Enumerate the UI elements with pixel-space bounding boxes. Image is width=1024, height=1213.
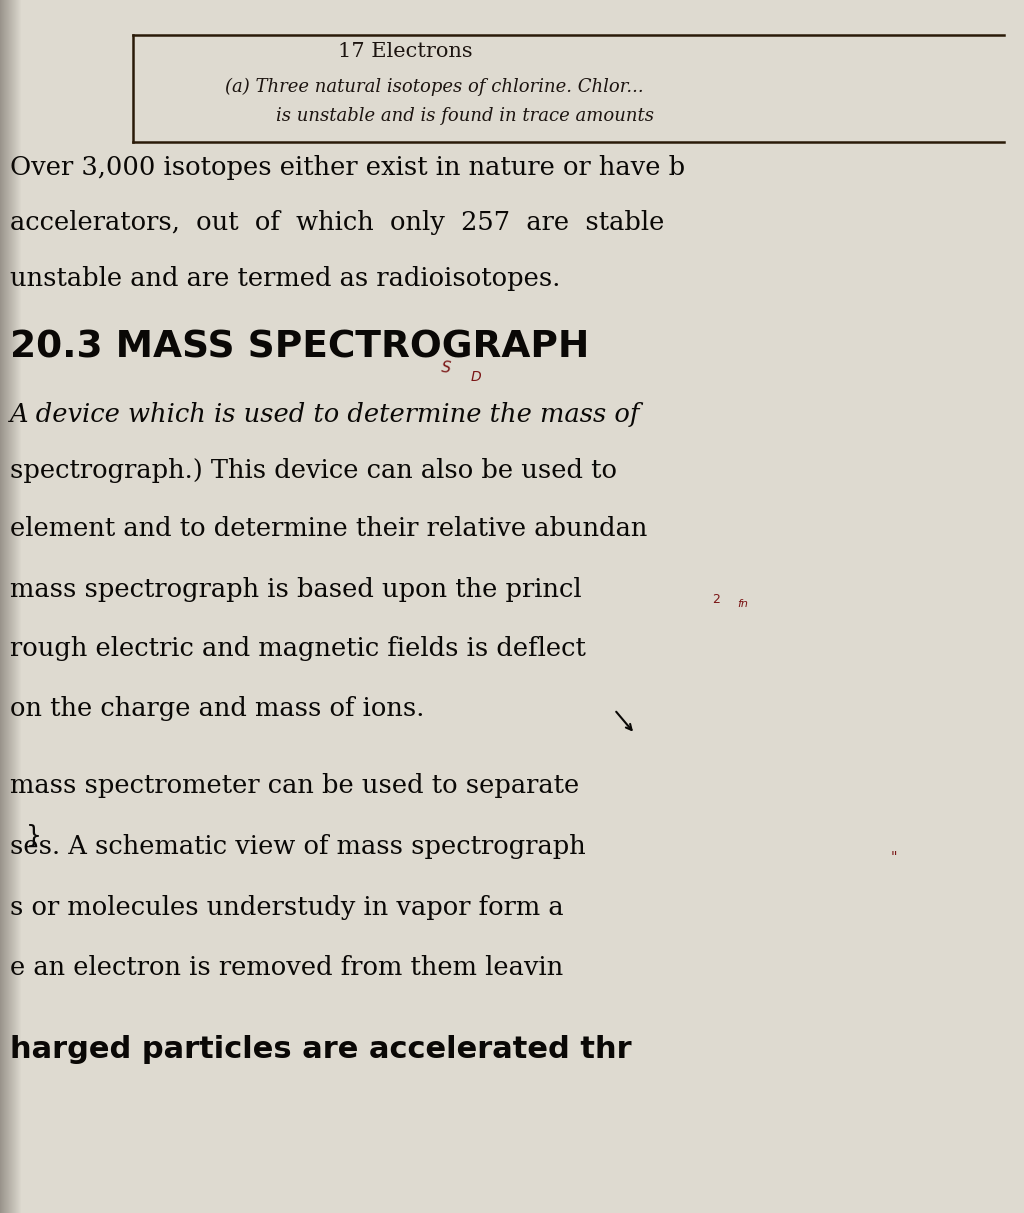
- Text: mass spectrograph is based upon the princl: mass spectrograph is based upon the prin…: [10, 577, 582, 602]
- Text: rough electric and magnetic fields is deflect: rough electric and magnetic fields is de…: [10, 637, 586, 661]
- Text: on the charge and mass of ions.: on the charge and mass of ions.: [10, 696, 425, 721]
- Text: Over 3,000 isotopes either exist in nature or have b: Over 3,000 isotopes either exist in natu…: [10, 155, 685, 180]
- Text: 20.3 MASS SPECTROGRAPH: 20.3 MASS SPECTROGRAPH: [10, 330, 590, 366]
- Text: 17 Electrons: 17 Electrons: [338, 42, 472, 61]
- Text: spectrograph.) This device can also be used to: spectrograph.) This device can also be u…: [10, 459, 617, 483]
- Text: element and to determine their relative abundan: element and to determine their relative …: [10, 517, 647, 541]
- Text: ": ": [891, 850, 897, 864]
- Text: is unstable and is found in trace amounts: is unstable and is found in trace amount…: [276, 107, 654, 125]
- Text: (a) Three natural isotopes of chlorine. Chlor...: (a) Three natural isotopes of chlorine. …: [225, 78, 644, 96]
- Text: A device which is used to determine the mass of: A device which is used to determine the …: [10, 403, 641, 427]
- Text: ses. A schematic view of mass spectrograph: ses. A schematic view of mass spectrogra…: [10, 835, 586, 859]
- Text: e an electron is removed from them leavin: e an electron is removed from them leavi…: [10, 956, 563, 980]
- Text: }: }: [26, 824, 42, 848]
- Text: unstable and are termed as radioisotopes.: unstable and are termed as radioisotopes…: [10, 267, 560, 291]
- Text: D: D: [471, 370, 481, 383]
- Text: S: S: [440, 359, 452, 375]
- Text: accelerators,  out  of  which  only  257  are  stable: accelerators, out of which only 257 are …: [10, 211, 665, 235]
- Text: mass spectrometer can be used to separate: mass spectrometer can be used to separat…: [10, 774, 580, 798]
- Text: 2: 2: [712, 593, 720, 605]
- Text: harged particles are accelerated thr: harged particles are accelerated thr: [10, 1035, 632, 1064]
- Text: fn: fn: [737, 598, 749, 609]
- Text: s or molecules understudy in vapor form a: s or molecules understudy in vapor form …: [10, 895, 564, 919]
